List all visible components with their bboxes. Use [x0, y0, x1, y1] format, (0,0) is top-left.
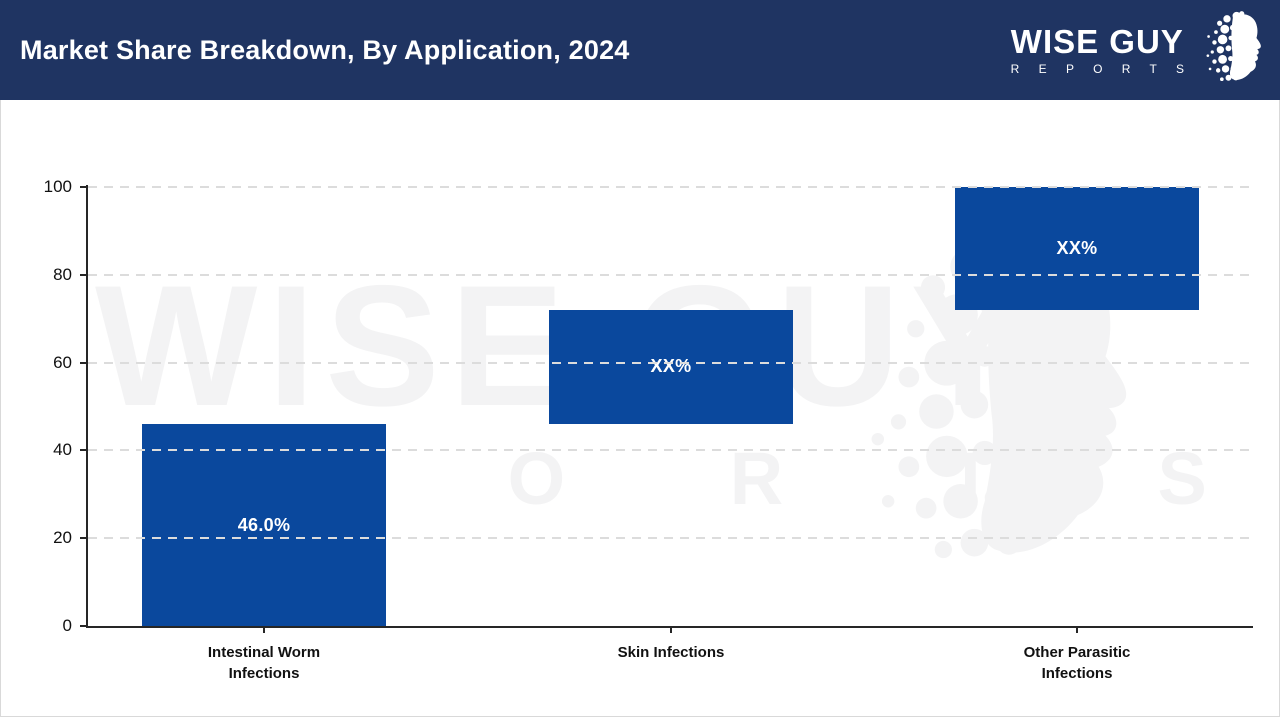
y-axis-tick-label: 60 — [53, 352, 72, 372]
chart-title: Market Share Breakdown, By Application, … — [20, 34, 630, 65]
y-axis-line — [86, 185, 88, 628]
gridline — [88, 361, 1253, 364]
bar: XX% — [549, 309, 793, 425]
x-axis-category-label-line: Intestinal Worm — [207, 644, 321, 661]
x-axis-tick — [263, 628, 265, 633]
x-axis-tick — [1076, 628, 1078, 633]
gridline — [88, 537, 1253, 540]
y-axis-tick — [80, 186, 88, 188]
x-axis-category-label-line: Other Parasitic — [1023, 644, 1131, 661]
y-axis-tick-label: 20 — [53, 528, 72, 548]
logo-subtitle-text: R E P O R T S — [1010, 62, 1192, 76]
bar: XX% — [955, 187, 1199, 310]
y-axis-tick-label: 40 — [53, 440, 72, 460]
bar-value-label: 46.0% — [237, 514, 291, 535]
logo-wordmark: WISE GUY R E P O R T S — [1011, 25, 1184, 75]
chart-area: WISE GUY P O R T S 0 20 40 60 80 100 46.0% XX% X… — [0, 100, 1280, 720]
x-axis-category-label-line: Infections — [228, 665, 300, 682]
gridline — [88, 273, 1253, 276]
y-axis-tick — [80, 625, 88, 627]
gridline — [88, 186, 1253, 188]
logo-name-text: WISE GUY — [1010, 23, 1184, 60]
x-axis-line — [86, 626, 1253, 628]
page-border-left — [0, 100, 1, 716]
y-axis-tick-label: 0 — [62, 616, 72, 635]
x-axis-category-label: Other Parasitic Infections — [917, 642, 1237, 684]
x-axis-category-label-line: Infections — [1041, 665, 1113, 682]
y-axis-tick — [80, 449, 88, 452]
bar: 46.0% — [142, 424, 386, 626]
y-axis-tick — [80, 361, 88, 364]
y-axis-tick — [80, 273, 88, 276]
bar-value-label: XX% — [650, 356, 692, 377]
page-border-bottom — [0, 716, 1280, 717]
wise-guy-reports-logo: WISE GUY R E P O R T S — [1011, 0, 1264, 100]
x-axis-category-label-line: Skin Infections — [617, 644, 725, 661]
gridline — [88, 449, 1253, 452]
y-axis-tick-label: 100 — [43, 177, 72, 196]
x-axis-category-label: Skin Infections — [511, 642, 831, 663]
bar-value-label: XX% — [1056, 237, 1098, 258]
y-axis-tick — [80, 537, 88, 540]
dotted-head-logo-icon — [1190, 10, 1264, 91]
x-axis-category-label: Intestinal Worm Infections — [104, 642, 424, 684]
y-axis-tick-label: 80 — [53, 264, 72, 284]
x-axis-tick — [670, 628, 672, 633]
report-header: Market Share Breakdown, By Application, … — [0, 0, 1280, 100]
